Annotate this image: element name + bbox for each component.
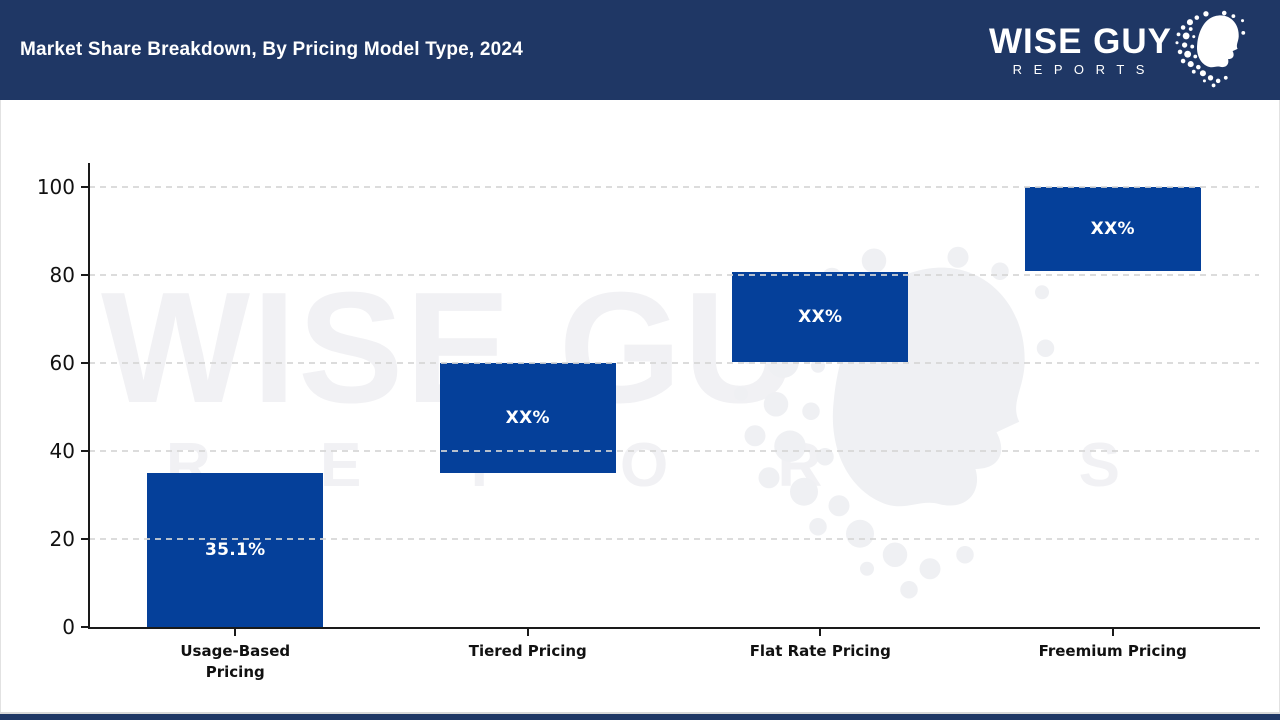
bar-segment: XX% (732, 271, 909, 362)
wiseguy-head-icon (1175, 10, 1246, 88)
gridline (89, 274, 1259, 276)
y-tick-label: 0 (62, 615, 75, 639)
y-tick-label: 60 (49, 351, 75, 375)
bar-value-label: 35.1% (205, 539, 266, 560)
footer-bar (0, 714, 1280, 720)
x-axis-line (88, 627, 1260, 629)
bar-value-label: XX% (1090, 219, 1135, 240)
bottom-hairline (0, 712, 1280, 714)
x-axis-label: Flat Rate Pricing (749, 642, 891, 660)
logo-subtitle: R E P O R T S (1012, 61, 1149, 77)
gridline (89, 362, 1259, 364)
x-tick-mark (819, 629, 822, 636)
gridline (89, 450, 1259, 452)
gridline (89, 186, 1259, 188)
x-tick-mark (526, 629, 529, 636)
y-tick-mark (81, 450, 89, 452)
y-axis-line (88, 163, 90, 629)
y-tick-mark (81, 274, 89, 276)
header: Market Share Breakdown, By Pricing Model… (0, 0, 1280, 100)
x-axis-label: Tiered Pricing (468, 642, 587, 660)
y-tick-label: 20 (49, 527, 75, 551)
y-tick-mark (81, 186, 89, 188)
bar-value-label: XX% (798, 306, 843, 327)
page-title: Market Share Breakdown, By Pricing Model… (20, 39, 523, 60)
y-tick-mark (81, 362, 89, 364)
y-tick-label: 40 (49, 439, 75, 463)
logo-wordmark: WISE GUY (988, 21, 1172, 61)
y-tick-mark (81, 626, 89, 628)
y-tick-label: 100 (36, 175, 75, 199)
bar-segment: XX% (1024, 187, 1201, 272)
bar-value-label: XX% (505, 407, 550, 428)
bar-segment: 35.1% (147, 472, 324, 627)
y-tick-mark (81, 538, 89, 540)
x-tick-mark (234, 629, 237, 636)
y-tick-label: 80 (49, 263, 75, 287)
bar-segment: XX% (439, 362, 616, 473)
plot-area: WISE GUY R E P O R T S 0 20 40 60 80 100 35.1… (0, 100, 1280, 712)
brand-logo: WISE GUY R E P O R T S (989, 10, 1252, 90)
x-tick-mark (1111, 629, 1114, 636)
x-axis-label: Usage-Based Pricing (180, 642, 291, 681)
x-axis-label: Freemium Pricing (1038, 642, 1187, 660)
gridline (89, 538, 1259, 540)
